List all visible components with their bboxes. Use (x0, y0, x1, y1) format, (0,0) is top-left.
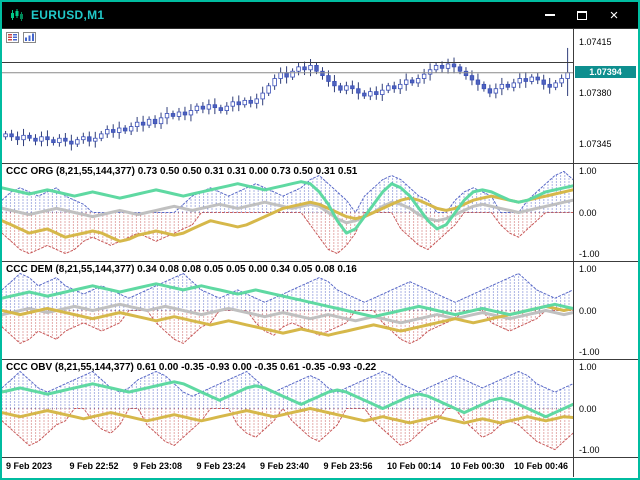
maximize-button[interactable] (566, 4, 598, 26)
price-chart-plot[interactable] (2, 29, 573, 163)
price-axis[interactable]: 1.07415 1.07380 1.07345 1.07394 (573, 29, 638, 163)
price-panel: 1.07415 1.07380 1.07345 1.07394 (2, 29, 638, 164)
price-axis-label: 1.07380 (579, 88, 612, 99)
close-button[interactable]: × (598, 4, 630, 26)
current-price-badge: 1.07394 (575, 66, 636, 79)
indicator-axis-label: 0.00 (579, 207, 597, 218)
time-label: 9 Feb 22:52 (69, 461, 119, 471)
time-label: 9 Feb 23:56 (323, 461, 373, 471)
time-label: 9 Feb 23:24 (196, 461, 246, 471)
ccc-dem-plot-cell: CCC DEM (8,21,55,144,377) 0.34 0.08 0.08… (2, 262, 573, 359)
minimize-icon (545, 14, 555, 16)
indicator-axis-label: 0.00 (579, 305, 597, 316)
indicator-axis-label: -1.00 (579, 444, 600, 455)
ccc-dem-axis[interactable]: 1.00 0.00 -1.00 (573, 262, 638, 359)
ccc-org-plot-cell: CCC ORG (8,21,55,144,377) 0.73 0.50 0.50… (2, 164, 573, 261)
price-plot-cell (2, 29, 573, 163)
close-icon: × (609, 6, 619, 24)
time-label: 10 Feb 00:46 (514, 461, 569, 471)
indicator-panel-ccc-obv: CCC OBV (8,21,55,144,377) 0.61 0.00 -0.3… (2, 360, 638, 458)
indicator-label-ccc-dem: CCC DEM (8,21,55,144,377) 0.34 0.08 0.08… (6, 264, 357, 275)
indicator-axis-label: 1.00 (579, 166, 597, 177)
maximize-icon (577, 10, 587, 20)
price-axis-label: 1.07415 (579, 37, 612, 48)
price-axis-label: 1.07345 (579, 139, 612, 150)
time-label: 10 Feb 00:14 (387, 461, 442, 471)
indicator-label-ccc-org: CCC ORG (8,21,55,144,377) 0.73 0.50 0.50… (6, 166, 358, 177)
ccc-obv-plot[interactable] (2, 360, 573, 457)
window-controls: × (534, 4, 630, 26)
time-axis-row: 9 Feb 2023 9 Feb 22:52 9 Feb 23:08 9 Feb 23… (2, 458, 638, 477)
depth-of-market-icon[interactable] (6, 32, 19, 43)
time-axis-corner (573, 458, 638, 477)
bar-chart-icon[interactable] (23, 32, 36, 43)
time-axis[interactable]: 9 Feb 2023 9 Feb 22:52 9 Feb 23:08 9 Feb 23… (2, 458, 573, 477)
ccc-org-plot[interactable] (2, 164, 573, 261)
ccc-dem-plot[interactable] (2, 262, 573, 359)
indicator-axis-label: 1.00 (579, 362, 597, 373)
window-title: EURUSD,M1 (31, 8, 105, 22)
minimize-button[interactable] (534, 4, 566, 26)
indicator-panel-ccc-dem: CCC DEM (8,21,55,144,377) 0.34 0.08 0.08… (2, 262, 638, 360)
indicator-axis-label: 0.00 (579, 403, 597, 414)
time-label: 10 Feb 00:30 (450, 461, 505, 471)
time-label: 9 Feb 2023 (6, 461, 53, 471)
indicator-label-ccc-obv: CCC OBV (8,21,55,144,377) 0.61 0.00 -0.3… (6, 362, 377, 373)
indicator-axis-label: 1.00 (579, 264, 597, 275)
chart-client-area: 1.07415 1.07380 1.07345 1.07394 CCC ORG (8,… (2, 28, 638, 478)
ccc-obv-plot-cell: CCC OBV (8,21,55,144,377) 0.61 0.00 -0.3… (2, 360, 573, 457)
chart-symbol-icon (10, 9, 24, 21)
indicator-axis-label: -1.00 (579, 248, 600, 259)
mini-toolbar (6, 32, 36, 43)
ccc-obv-axis[interactable]: 1.00 0.00 -1.00 (573, 360, 638, 457)
time-label: 9 Feb 23:08 (133, 461, 183, 471)
ccc-org-axis[interactable]: 1.00 0.00 -1.00 (573, 164, 638, 261)
indicator-panel-ccc-org: CCC ORG (8,21,55,144,377) 0.73 0.50 0.50… (2, 164, 638, 262)
titlebar[interactable]: EURUSD,M1 × (2, 2, 638, 28)
indicator-axis-label: -1.00 (579, 346, 600, 357)
time-label: 9 Feb 23:40 (260, 461, 310, 471)
